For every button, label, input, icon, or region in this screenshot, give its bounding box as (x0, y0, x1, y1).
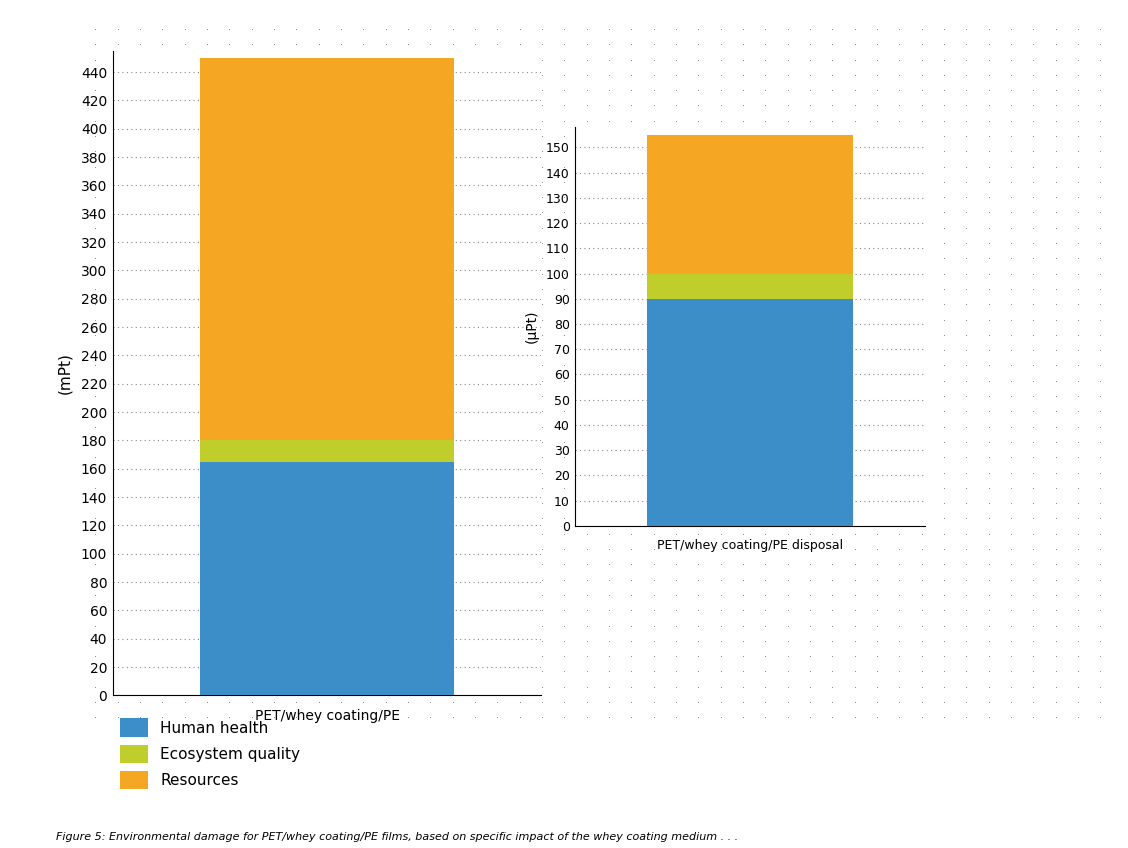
Legend: Human health, Ecosystem quality, Resources: Human health, Ecosystem quality, Resourc… (121, 718, 300, 789)
Bar (201, 440, 453, 461)
Bar (646, 135, 854, 274)
Bar (646, 274, 854, 298)
Bar (201, 461, 453, 695)
Y-axis label: (mPt): (mPt) (58, 352, 72, 394)
Bar (646, 298, 854, 526)
Y-axis label: (μPt): (μPt) (525, 310, 539, 343)
Text: Figure 5: Environmental damage for PET/whey coating/PE films, based on specific : Figure 5: Environmental damage for PET/w… (56, 832, 739, 841)
Bar (201, 58, 453, 440)
